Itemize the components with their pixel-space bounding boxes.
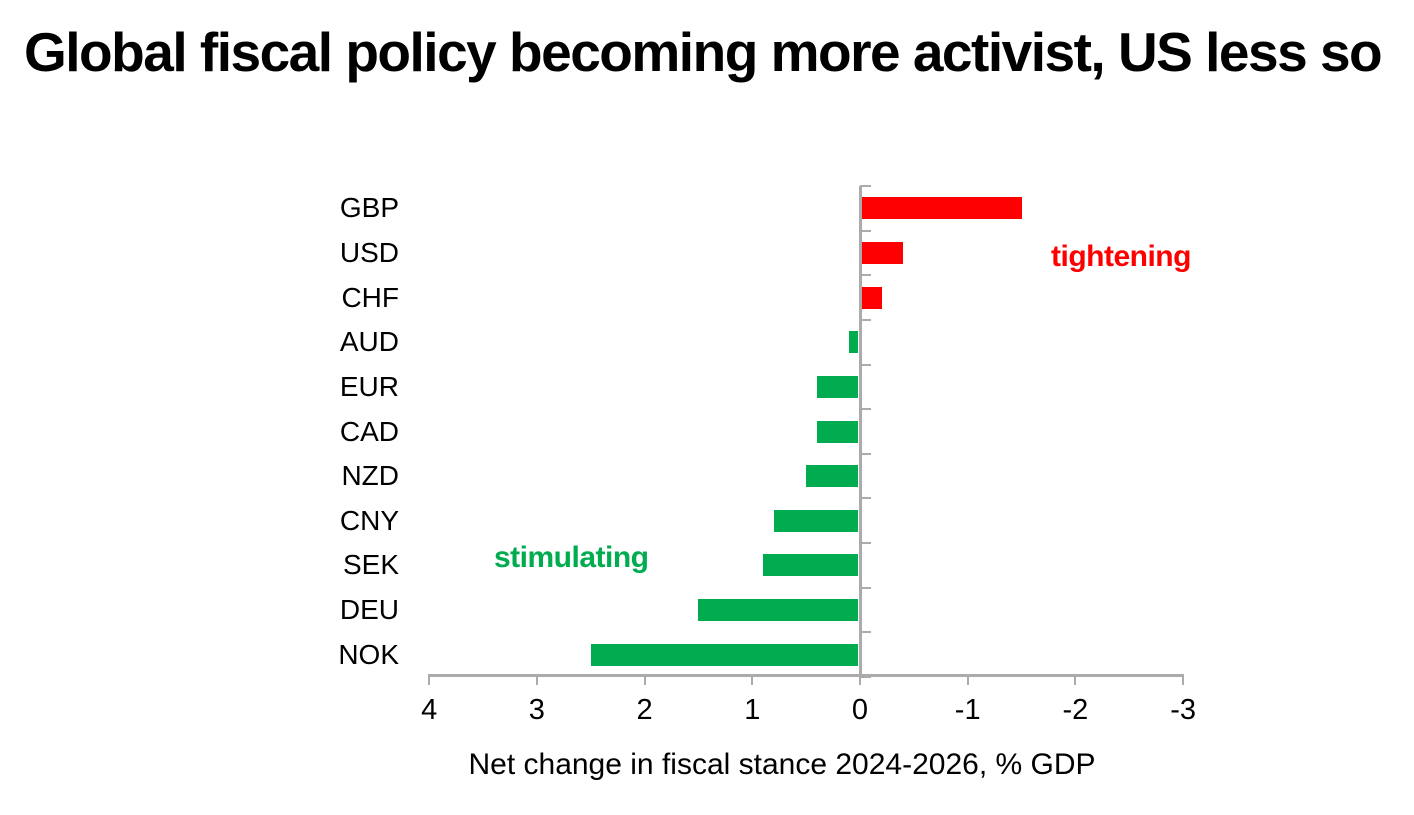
bar-aud	[849, 331, 859, 354]
bar-usd	[861, 241, 904, 264]
bar-eur	[816, 375, 859, 398]
zero-axis-tick	[860, 318, 871, 321]
x-tick-label-3: 3	[528, 694, 545, 726]
bar-cad	[816, 420, 859, 443]
zero-axis-tick	[860, 363, 871, 366]
category-label-gbp: GBP	[339, 192, 399, 224]
bar-sek	[763, 554, 859, 577]
zero-axis-tick	[860, 676, 871, 678]
bar-nok	[590, 643, 859, 666]
stimulating-annotation: stimulating	[494, 541, 649, 574]
category-label-deu: DEU	[339, 594, 399, 626]
x-tick-label--1: -1	[954, 694, 981, 726]
x-axis-tick	[428, 677, 431, 685]
zero-axis-tick	[860, 542, 871, 545]
x-axis-tick	[859, 677, 861, 685]
x-axis-tick	[535, 677, 538, 685]
category-label-cad: CAD	[339, 415, 399, 447]
x-axis-tick	[966, 677, 969, 685]
category-label-cny: CNY	[339, 504, 399, 536]
x-tick-label--3: -3	[1170, 694, 1197, 726]
category-label-usd: USD	[339, 236, 399, 268]
zero-axis-tick	[860, 274, 871, 277]
bar-gbp	[861, 197, 1022, 220]
bar-nzd	[806, 465, 859, 488]
chart-title: Global fiscal policy becoming more activ…	[24, 21, 1383, 83]
bar-chf	[861, 286, 882, 309]
zero-axis-tick	[860, 497, 871, 500]
category-label-nzd: NZD	[341, 460, 399, 492]
category-label-nok: NOK	[338, 638, 399, 670]
x-axis-tick	[643, 677, 646, 685]
x-tick-label-1: 1	[744, 694, 761, 726]
zero-axis-tick	[860, 408, 871, 411]
x-axis-tick	[751, 677, 754, 685]
x-axis-tick	[1074, 677, 1077, 685]
x-tick-label--2: -2	[1062, 694, 1089, 726]
zero-axis-tick	[860, 586, 871, 589]
zero-axis-tick	[860, 229, 871, 232]
zero-axis-line	[858, 186, 862, 677]
bar-deu	[698, 599, 859, 622]
category-label-eur: EUR	[339, 370, 399, 402]
bar-cny	[773, 509, 859, 532]
zero-axis-tick	[860, 452, 871, 455]
tightening-annotation: tightening	[1051, 240, 1191, 273]
x-tick-label-2: 2	[636, 694, 653, 726]
x-axis-line	[428, 674, 1184, 677]
category-label-aud: AUD	[339, 326, 399, 358]
x-axis-tick	[1182, 677, 1185, 685]
zero-axis-tick	[860, 631, 871, 634]
x-tick-label-4: 4	[421, 694, 438, 726]
category-label-sek: SEK	[342, 549, 399, 581]
category-label-chf: CHF	[341, 281, 399, 313]
x-axis-label: Net change in fiscal stance 2024-2026, %…	[468, 748, 1096, 781]
x-tick-label-0: 0	[851, 694, 869, 726]
zero-axis-tick	[860, 185, 871, 187]
